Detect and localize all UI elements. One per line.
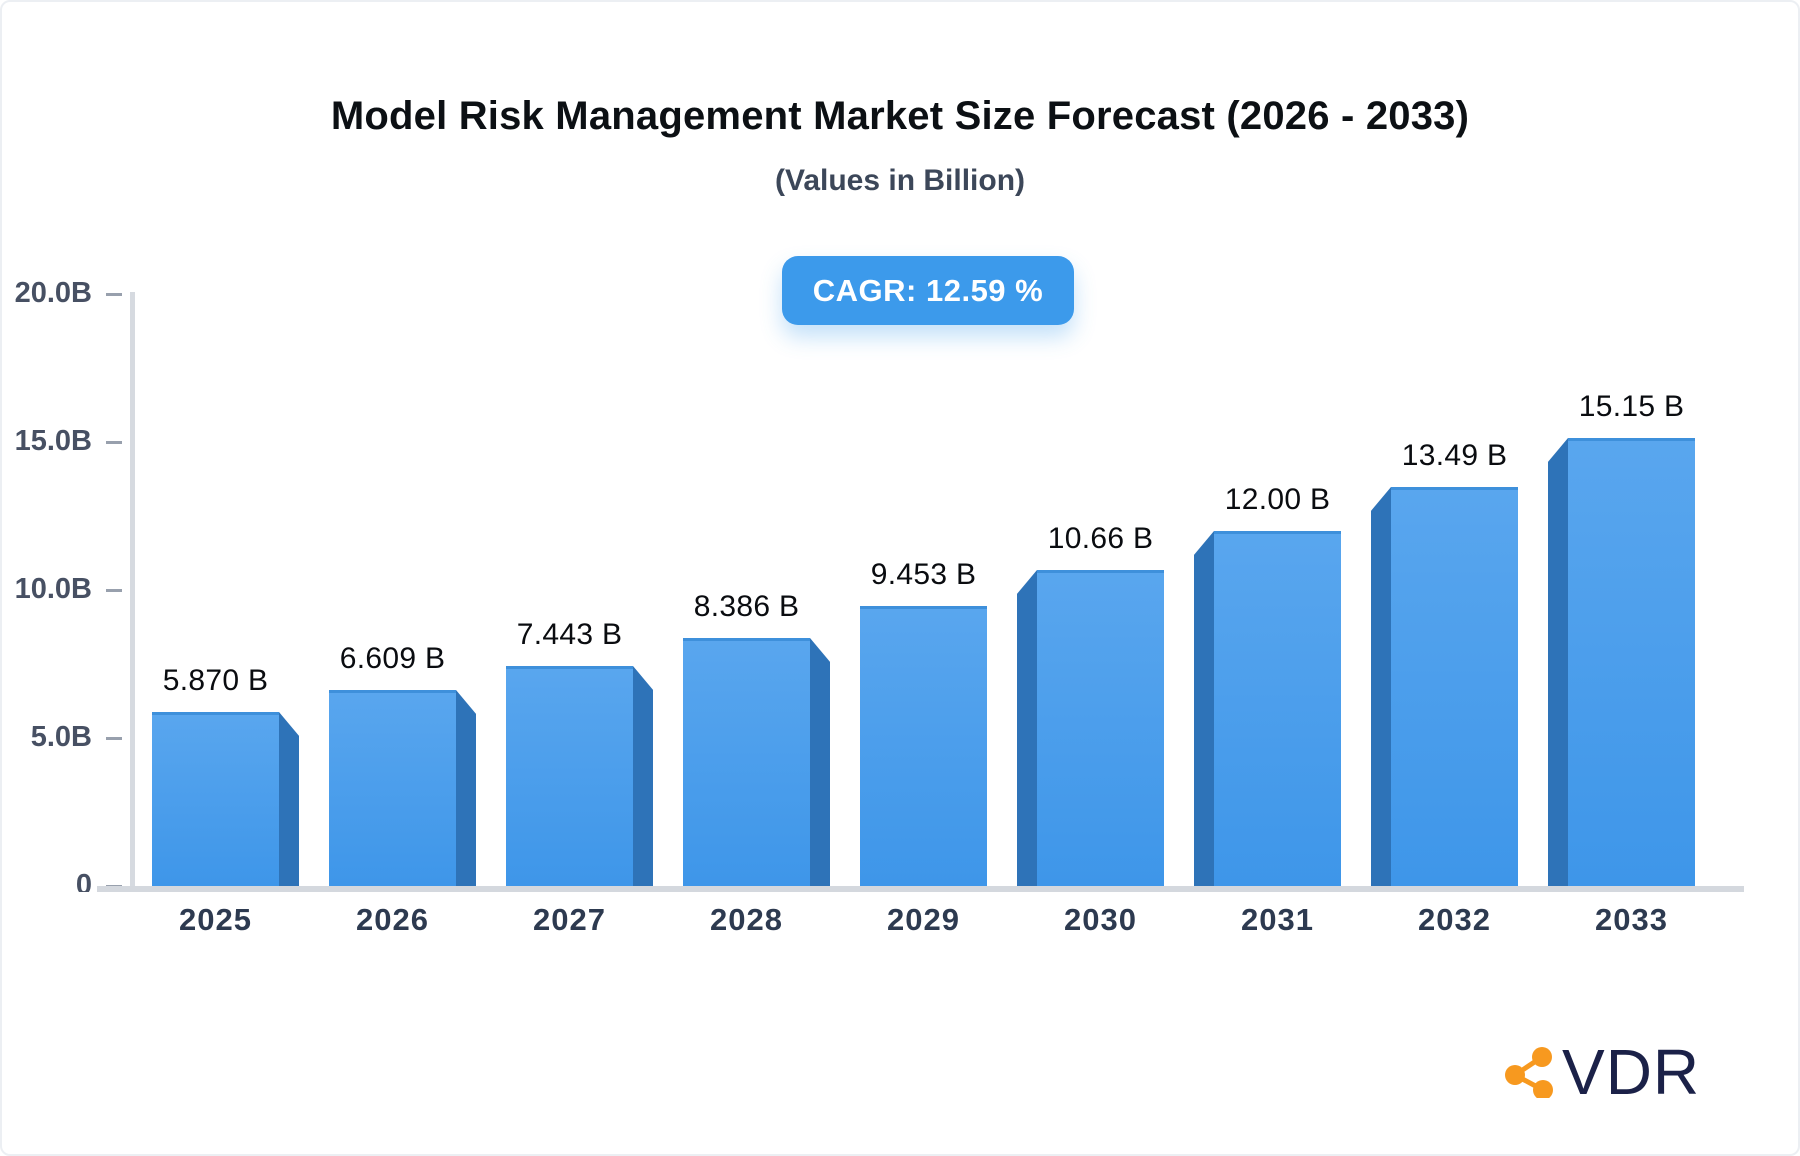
- bar-3d-side: [1371, 486, 1391, 892]
- bar: [860, 606, 987, 886]
- bar-3d-side: [1017, 570, 1037, 892]
- chart-subtitle: (Values in Billion): [774, 164, 1026, 197]
- bar: [1037, 570, 1164, 886]
- bar-3d-side: [456, 690, 476, 892]
- bar-3d-side: [810, 637, 830, 892]
- x-tick-label: 2032: [1418, 902, 1491, 937]
- x-axis-labels: 2025 2026 2027 2028 2029 2030 2031 2032 2033: [2, 902, 1798, 952]
- share-network-icon: [1505, 1047, 1553, 1098]
- y-tick-mark: [106, 588, 122, 592]
- bar: [152, 712, 279, 886]
- plot-area: 20.0B 15.0B 10.0B 5.0B 0 5.870 B 6.609 B 7.443 …: [2, 272, 1798, 892]
- bar: [329, 690, 456, 886]
- y-tick-label: 0: [75, 869, 92, 892]
- y-tick-label: 20.0B: [14, 277, 92, 309]
- x-tick-label: 2026: [356, 902, 429, 937]
- bar-value-label: 6.609 B: [339, 642, 446, 676]
- brand-logo: VDR: [1502, 1040, 1700, 1104]
- bar: [1391, 486, 1518, 886]
- x-tick-label: 2031: [1241, 902, 1314, 937]
- x-axis-baseline: [97, 886, 1744, 892]
- bar-value-label: 12.00 B: [1224, 482, 1331, 516]
- bar-value-label: 8.386 B: [693, 589, 800, 623]
- cagr-badge: CAGR: 12.59 %: [782, 256, 1074, 325]
- bar-value-label: 13.49 B: [1401, 438, 1508, 472]
- x-tick-label: 2033: [1595, 902, 1668, 937]
- brand-logo-text: VDR: [1562, 1036, 1701, 1108]
- bar: [506, 665, 633, 886]
- x-tick-label: 2030: [1064, 902, 1137, 937]
- bar-3d-side: [1194, 530, 1214, 892]
- y-tick-label: 15.0B: [14, 425, 92, 457]
- bar: [1214, 530, 1341, 886]
- x-tick-label: 2025: [179, 902, 252, 937]
- bar-value-label: 15.15 B: [1578, 389, 1685, 423]
- y-axis-line: [130, 292, 135, 892]
- x-tick-label: 2029: [887, 902, 960, 937]
- chart-title: Model Risk Management Market Size Foreca…: [330, 94, 1470, 138]
- bar-value-label: 10.66 B: [1047, 522, 1154, 556]
- y-tick-mark: [106, 440, 122, 444]
- x-tick-label: 2028: [710, 902, 783, 937]
- bar-3d-side: [633, 665, 653, 892]
- y-tick-label: 10.0B: [14, 573, 92, 605]
- bar: [683, 637, 810, 886]
- y-tick-mark: [106, 292, 122, 296]
- bar-value-label: 5.870 B: [162, 664, 269, 698]
- bar-value-label: 7.443 B: [516, 617, 623, 651]
- bar-value-label: 9.453 B: [870, 558, 977, 592]
- bar-3d-side: [1548, 437, 1568, 892]
- y-tick-label: 5.0B: [30, 721, 92, 753]
- bar-3d-side: [279, 712, 299, 892]
- bar: [1568, 437, 1695, 886]
- x-tick-label: 2027: [533, 902, 606, 937]
- y-tick-mark: [106, 736, 122, 740]
